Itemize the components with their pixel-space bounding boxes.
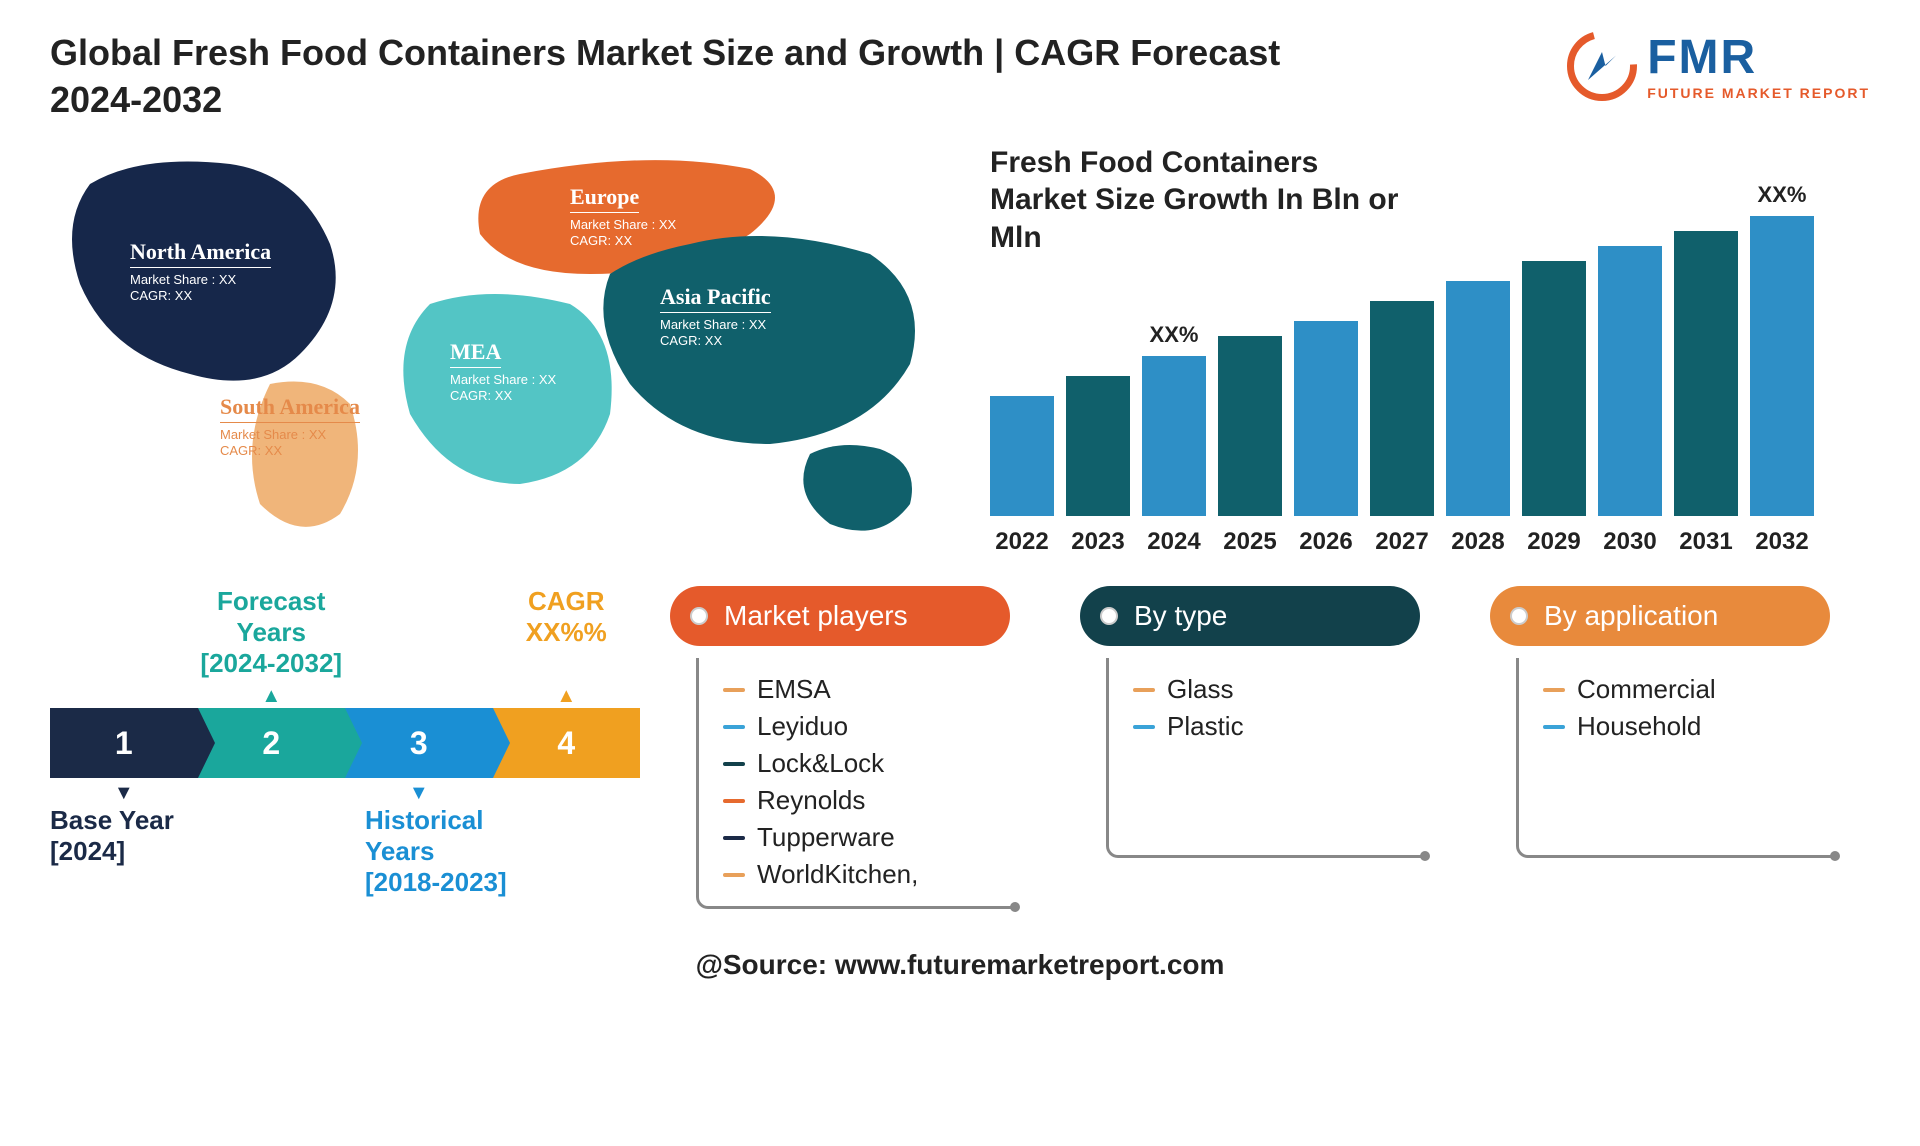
forecast-label: Forecast Years[2024-2032] (198, 586, 346, 679)
list-item: WorldKitchen, (723, 859, 1006, 890)
list-item: Leyiduo (723, 711, 1006, 742)
bar-2026: 2026 (1294, 287, 1358, 556)
page-title: Global Fresh Food Containers Market Size… (50, 30, 1350, 124)
logo-subtitle: FUTURE MARKET REPORT (1647, 85, 1870, 101)
dot-icon (1510, 607, 1528, 625)
bar-2029: 2029 (1522, 227, 1586, 556)
bar-2031: 2031 (1674, 197, 1738, 556)
list-item: Reynolds (723, 785, 1006, 816)
by-type-pill: By type (1080, 586, 1420, 646)
list-item: Commercial (1543, 674, 1826, 705)
list-item: EMSA (723, 674, 1006, 705)
chart-bars: 2022 2023XX% 2024 2025 2026 2027 2028 20… (990, 266, 1870, 556)
timeline: Forecast Years[2024-2032] CAGRXX%% ▲▲ 12… (50, 586, 640, 898)
timeline-bar: 1234 (50, 708, 640, 778)
upper-row: North AmericaMarket Share : XXCAGR: XX So… (50, 144, 1870, 557)
header: Global Fresh Food Containers Market Size… (50, 30, 1870, 124)
dot-icon (690, 607, 708, 625)
bar-2025: 2025 (1218, 302, 1282, 556)
bar-2027: 2027 (1370, 267, 1434, 556)
list-item: Household (1543, 711, 1826, 742)
timeline-seg-2: 2 (198, 708, 346, 778)
market-players-list: EMSA Leyiduo Lock&Lock Reynolds Tupperware Wo… (696, 658, 1016, 909)
market-players-col: Market players EMSA Leyiduo Lock&Lock Reyno… (670, 586, 1050, 909)
timeline-seg-4: 4 (493, 708, 641, 778)
by-application-col: By application Commercial Household (1490, 586, 1870, 858)
region-label-mea: MEAMarket Share : XXCAGR: XX (450, 339, 556, 406)
dot-icon (1100, 607, 1118, 625)
region-label-ap: Asia PacificMarket Share : XXCAGR: XX (660, 284, 771, 351)
by-application-list: Commercial Household (1516, 658, 1836, 858)
base-year-label: Base Year[2024] (50, 805, 233, 898)
lower-row: Forecast Years[2024-2032] CAGRXX%% ▲▲ 12… (50, 586, 1870, 909)
logo: FMR FUTURE MARKET REPORT (1567, 30, 1870, 101)
bar-2023: 2023 (1066, 342, 1130, 556)
historical-label: Historical Years[2018-2023] (365, 805, 548, 898)
bar-2024: XX% 2024 (1142, 322, 1206, 556)
logo-icon (1567, 31, 1637, 101)
region-label-na: North AmericaMarket Share : XXCAGR: XX (130, 239, 271, 306)
timeline-seg-1: 1 (50, 708, 198, 778)
chart-title: Fresh Food Containers Market Size Growth… (990, 144, 1410, 257)
market-players-pill: Market players (670, 586, 1010, 646)
bar-2032: XX% 2032 (1750, 182, 1814, 556)
list-item: Glass (1133, 674, 1416, 705)
bar-chart: Fresh Food Containers Market Size Growth… (990, 144, 1870, 557)
timeline-seg-3: 3 (345, 708, 493, 778)
region-label-sa: South AmericaMarket Share : XXCAGR: XX (220, 394, 360, 461)
by-application-pill: By application (1490, 586, 1830, 646)
cagr-label: CAGRXX%% (493, 586, 641, 679)
source-text: @Source: www.futuremarketreport.com (50, 949, 1870, 981)
bar-2022: 2022 (990, 362, 1054, 556)
bar-2030: 2030 (1598, 212, 1662, 556)
logo-text: FMR (1647, 30, 1870, 85)
world-map: North AmericaMarket Share : XXCAGR: XX So… (50, 144, 950, 544)
list-item: Lock&Lock (723, 748, 1006, 779)
bar-2028: 2028 (1446, 247, 1510, 556)
list-item: Plastic (1133, 711, 1416, 742)
region-label-eu: EuropeMarket Share : XXCAGR: XX (570, 184, 676, 251)
by-type-list: Glass Plastic (1106, 658, 1426, 858)
by-type-col: By type Glass Plastic (1080, 586, 1460, 858)
list-item: Tupperware (723, 822, 1006, 853)
